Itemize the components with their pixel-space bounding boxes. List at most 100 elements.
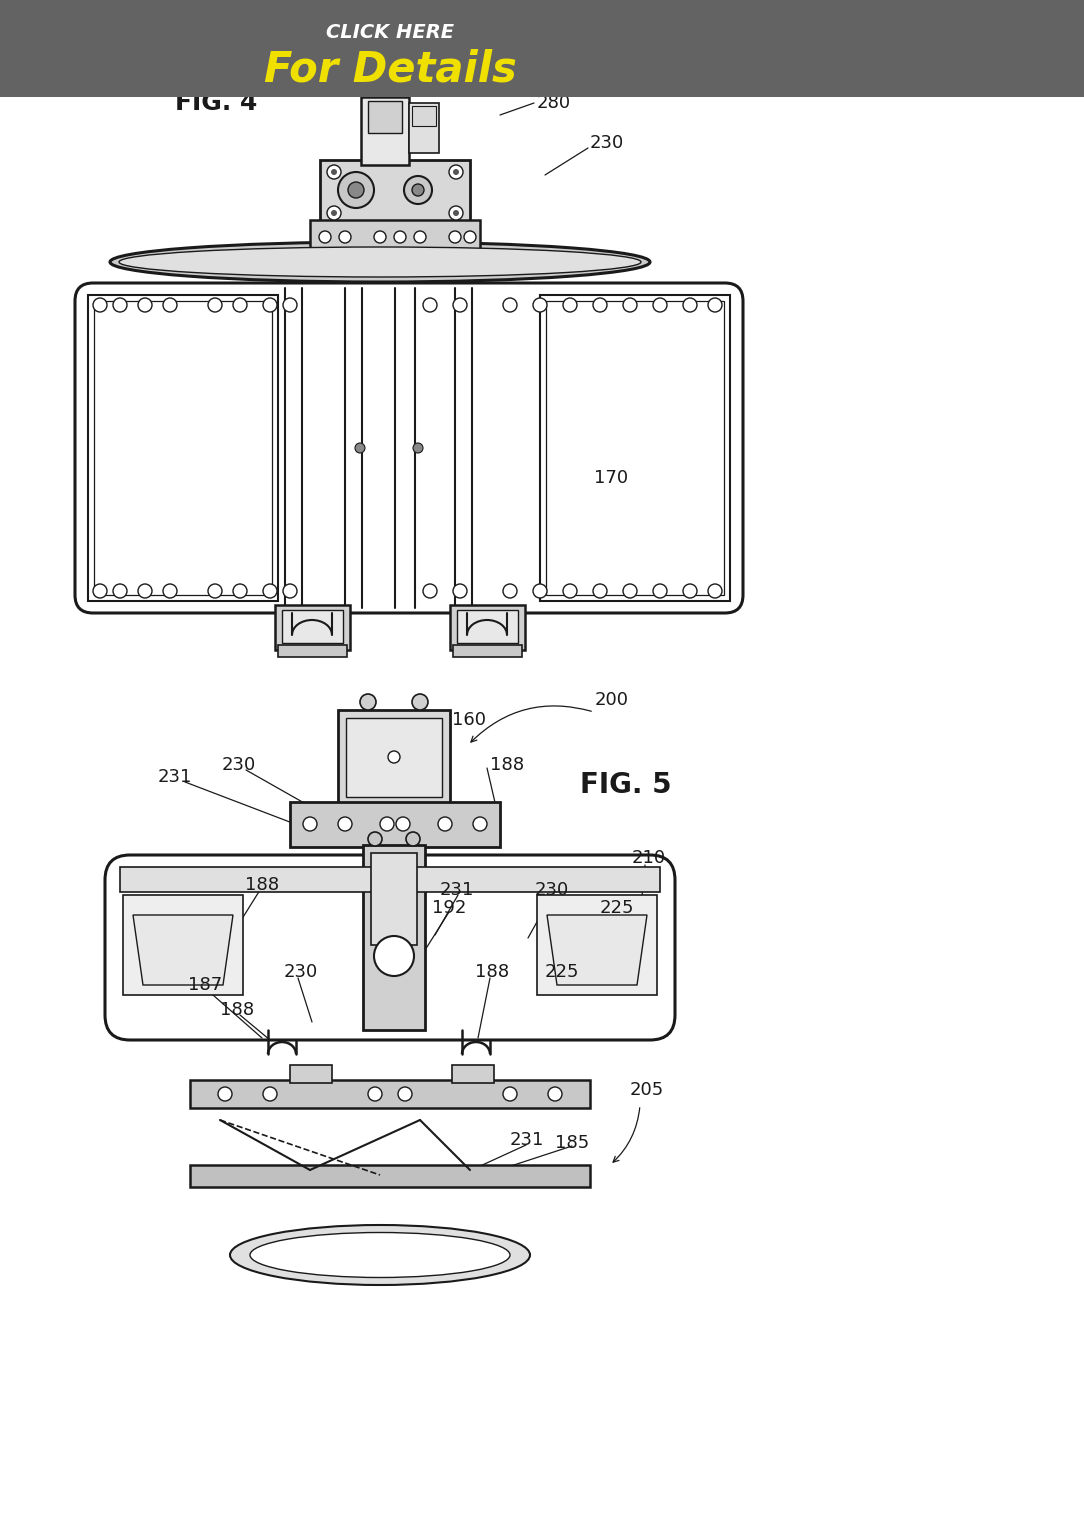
- Circle shape: [327, 165, 341, 179]
- Circle shape: [331, 168, 337, 175]
- Text: 231: 231: [509, 1131, 544, 1148]
- Circle shape: [503, 1087, 517, 1101]
- Text: 230: 230: [535, 880, 569, 899]
- Bar: [371, 853, 417, 945]
- Circle shape: [263, 299, 278, 312]
- Bar: [278, 645, 347, 657]
- Text: 230: 230: [284, 963, 319, 981]
- Circle shape: [331, 210, 337, 216]
- Ellipse shape: [109, 242, 650, 282]
- Bar: [120, 867, 660, 893]
- Circle shape: [338, 171, 374, 208]
- Circle shape: [218, 1087, 232, 1101]
- Text: 160: 160: [452, 710, 486, 729]
- Circle shape: [93, 299, 107, 312]
- Circle shape: [304, 818, 317, 831]
- Circle shape: [319, 231, 331, 243]
- Bar: [282, 609, 343, 643]
- Bar: [291, 1066, 332, 1082]
- Text: 188: 188: [245, 876, 279, 894]
- Circle shape: [449, 165, 463, 179]
- Circle shape: [360, 694, 376, 710]
- Bar: [88, 295, 278, 602]
- Circle shape: [263, 1087, 278, 1101]
- FancyBboxPatch shape: [105, 854, 675, 1040]
- Circle shape: [138, 299, 152, 312]
- Bar: [275, 605, 350, 651]
- Circle shape: [406, 831, 420, 847]
- Text: FIG. 4: FIG. 4: [175, 90, 257, 115]
- Circle shape: [367, 1087, 382, 1101]
- Circle shape: [563, 299, 577, 312]
- Circle shape: [453, 299, 467, 312]
- Circle shape: [339, 231, 351, 243]
- Circle shape: [449, 231, 461, 243]
- Text: 231: 231: [158, 769, 192, 785]
- Text: 280: 280: [537, 93, 571, 112]
- Text: 210: 210: [632, 850, 667, 867]
- Bar: [291, 802, 500, 847]
- Circle shape: [338, 818, 352, 831]
- Circle shape: [708, 299, 722, 312]
- Ellipse shape: [119, 246, 641, 277]
- Circle shape: [396, 818, 410, 831]
- Text: 225: 225: [545, 963, 580, 981]
- Text: 188: 188: [475, 963, 509, 981]
- Circle shape: [413, 442, 423, 453]
- Circle shape: [233, 583, 247, 599]
- Text: FIG. 5: FIG. 5: [580, 772, 672, 799]
- Circle shape: [533, 583, 547, 599]
- Circle shape: [653, 583, 667, 599]
- Circle shape: [283, 299, 297, 312]
- Text: 188: 188: [490, 756, 525, 775]
- Bar: [367, 101, 402, 133]
- Bar: [320, 161, 470, 225]
- FancyBboxPatch shape: [75, 283, 743, 612]
- Circle shape: [593, 583, 607, 599]
- Circle shape: [354, 442, 365, 453]
- Circle shape: [449, 207, 463, 220]
- Bar: [310, 220, 480, 256]
- Circle shape: [412, 184, 424, 196]
- Bar: [537, 896, 657, 995]
- Text: 205: 205: [630, 1081, 664, 1099]
- Bar: [540, 295, 730, 602]
- Text: 230: 230: [222, 756, 256, 775]
- Circle shape: [683, 583, 697, 599]
- Text: 188: 188: [220, 1001, 254, 1020]
- Circle shape: [348, 182, 364, 197]
- Text: 200: 200: [595, 690, 629, 709]
- Bar: [122, 896, 243, 995]
- Bar: [0, 0, 1084, 96]
- Circle shape: [503, 299, 517, 312]
- Circle shape: [367, 831, 382, 847]
- Bar: [190, 1079, 590, 1108]
- Bar: [363, 845, 425, 1030]
- Text: CLICK HERE: CLICK HERE: [326, 23, 454, 41]
- Circle shape: [327, 207, 341, 220]
- Circle shape: [549, 1087, 562, 1101]
- Circle shape: [423, 583, 437, 599]
- Circle shape: [473, 818, 487, 831]
- Circle shape: [453, 583, 467, 599]
- Circle shape: [374, 231, 386, 243]
- Bar: [346, 718, 442, 798]
- Circle shape: [453, 168, 459, 175]
- Bar: [453, 645, 522, 657]
- Circle shape: [653, 299, 667, 312]
- Circle shape: [163, 299, 177, 312]
- Circle shape: [623, 583, 637, 599]
- Circle shape: [533, 299, 547, 312]
- Circle shape: [464, 231, 476, 243]
- Text: 225: 225: [601, 899, 634, 917]
- Circle shape: [593, 299, 607, 312]
- Text: 185: 185: [555, 1134, 590, 1151]
- Circle shape: [503, 583, 517, 599]
- Ellipse shape: [250, 1232, 509, 1277]
- Bar: [412, 106, 436, 126]
- Circle shape: [412, 694, 428, 710]
- Circle shape: [233, 299, 247, 312]
- Text: For Details: For Details: [263, 49, 516, 90]
- Bar: [546, 302, 724, 596]
- Circle shape: [374, 935, 414, 975]
